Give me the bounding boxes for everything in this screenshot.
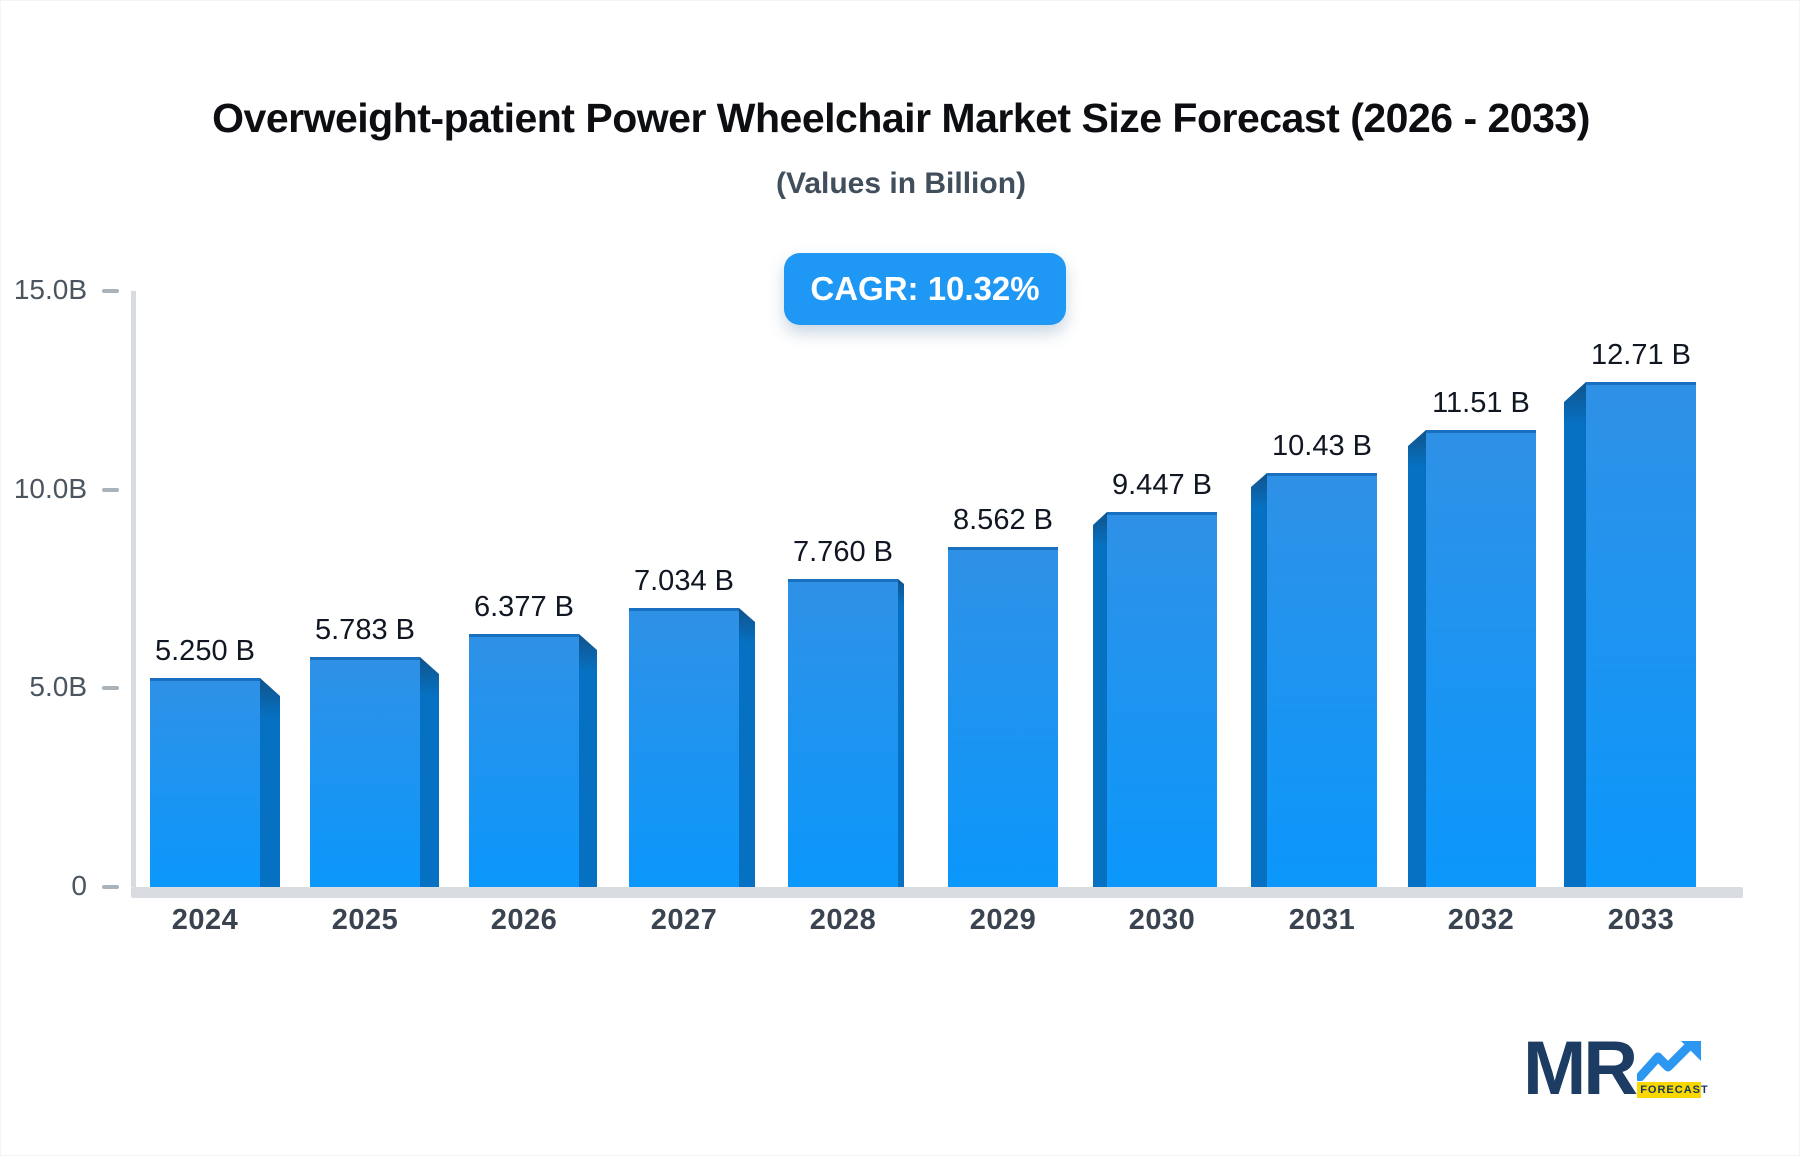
y-tick-label: 0	[71, 870, 87, 901]
bar-value-label: 10.43 B	[1272, 430, 1372, 462]
y-axis-line	[131, 291, 136, 887]
bar-top-edge	[788, 579, 898, 582]
bar-value-label: 8.562 B	[953, 504, 1053, 536]
chart-subtitle: (Values in Billion)	[775, 167, 1027, 200]
trend-up-arrow-icon	[1637, 1041, 1702, 1081]
x-tick-label: 2031	[1288, 904, 1356, 936]
logo-right-block: FORECAST	[1637, 1041, 1708, 1098]
bar-top-edge	[469, 634, 579, 637]
bar-2027	[629, 608, 755, 887]
x-tick-label: 2024	[171, 904, 239, 936]
bar-face	[1267, 473, 1377, 887]
bar-2032	[1408, 430, 1536, 887]
logo-mr-text: MR	[1523, 1026, 1638, 1111]
x-tick-label: 2033	[1607, 904, 1675, 936]
bar-top-edge	[1107, 512, 1217, 515]
y-tick-dash	[102, 487, 119, 492]
bar-face	[629, 608, 739, 887]
bar-2025	[310, 657, 439, 887]
bar-top-edge	[948, 547, 1058, 550]
cagr-badge-label: CAGR: 10.32%	[810, 270, 1040, 307]
bar-face	[150, 678, 260, 887]
bar-value-label: 5.250 B	[155, 635, 255, 667]
bar-3d-side	[1251, 473, 1267, 887]
bar-face	[1586, 382, 1696, 887]
y-tick-label: 5.0B	[29, 671, 87, 703]
bar-value-label: 5.783 B	[315, 614, 415, 646]
x-tick-label: 2028	[809, 904, 877, 936]
x-tick-label: 2026	[490, 904, 558, 936]
bar-top-edge	[1586, 382, 1696, 385]
x-tick-label: 2032	[1447, 904, 1515, 936]
y-tick-label: 15.0B	[13, 274, 87, 305]
bar-3d-side	[579, 634, 597, 887]
y-tick-dash	[102, 289, 119, 293]
bar-3d-side	[420, 657, 439, 887]
bar-2030	[1093, 512, 1217, 887]
y-tick-dash	[102, 885, 119, 889]
bar-value-label: 6.377 B	[474, 591, 574, 623]
bar-3d-side	[1093, 512, 1107, 887]
bar-3d-side	[739, 608, 755, 887]
bar-value-label: 11.51 B	[1432, 387, 1530, 419]
x-tick-label: 2025	[331, 904, 399, 936]
bar-face	[788, 579, 898, 887]
bar-3d-side	[1408, 430, 1426, 887]
y-tick-dash	[102, 686, 119, 691]
chart-title: Overweight-patient Power Wheelchair Mark…	[212, 95, 1590, 141]
bar-top-edge	[150, 678, 260, 681]
bar-value-label: 7.760 B	[793, 536, 893, 568]
bar-3d-side	[898, 579, 904, 887]
bar-face	[1107, 512, 1217, 887]
x-axis-baseline	[131, 887, 1743, 898]
bar-face	[1426, 430, 1536, 887]
bar-top-edge	[310, 657, 420, 660]
bar-face	[469, 634, 579, 887]
x-tick-label: 2029	[969, 904, 1037, 936]
bar-value-label: 9.447 B	[1112, 469, 1212, 501]
bar-2029	[948, 547, 1058, 887]
bar-2031	[1251, 473, 1377, 887]
x-tick-label: 2027	[650, 904, 718, 936]
x-tick-label: 2030	[1128, 904, 1196, 936]
bar-2028	[788, 579, 904, 887]
bar-3d-side	[260, 678, 280, 887]
y-tick-label: 10.0B	[13, 472, 87, 504]
bar-3d-side	[1564, 382, 1586, 887]
bar-2026	[469, 634, 597, 887]
bar-top-edge	[1267, 473, 1377, 476]
bar-top-edge	[1426, 430, 1536, 433]
bar-face	[310, 657, 420, 887]
bar-2024	[150, 678, 280, 887]
bar-2033	[1564, 382, 1696, 887]
bar-face	[948, 547, 1058, 887]
logo-forecast-text: FORECAST	[1637, 1082, 1708, 1098]
bar-value-label: 7.034 B	[634, 565, 734, 597]
bar-top-edge	[629, 608, 739, 611]
bar-value-label: 12.71 B	[1591, 339, 1691, 371]
cagr-badge: CAGR: 10.32%	[784, 253, 1066, 325]
brand-logo: MR FORECAST	[1523, 1026, 1708, 1111]
